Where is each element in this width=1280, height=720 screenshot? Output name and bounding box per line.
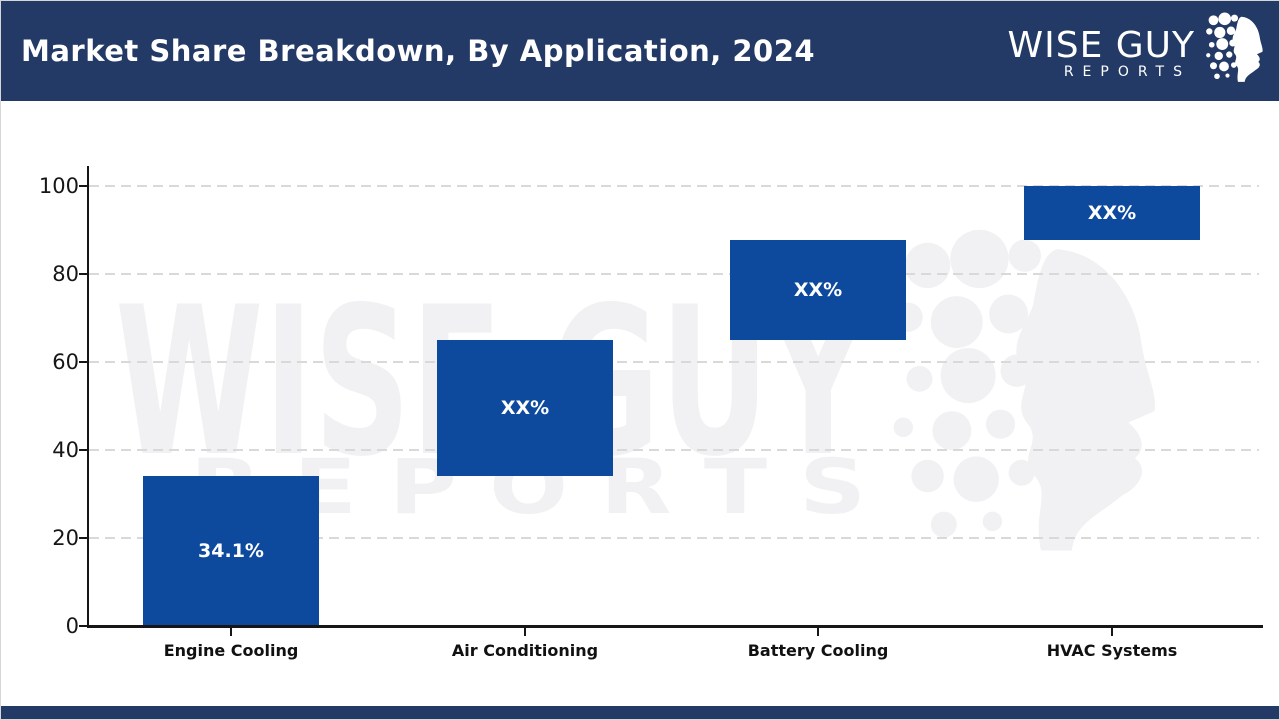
page-title: Market Share Breakdown, By Application, … [21, 34, 816, 68]
logo-face-icon [1206, 12, 1263, 82]
x-axis-line [87, 625, 1263, 628]
x-tickmark [1111, 628, 1113, 636]
x-tickmark [230, 628, 232, 636]
y-axis-line [87, 166, 89, 627]
x-category-label: Air Conditioning [451, 641, 599, 660]
gridline [89, 449, 1259, 451]
gridline [89, 273, 1259, 275]
y-tick-label: 60 [52, 350, 79, 374]
x-category-label: Engine Cooling [163, 641, 299, 660]
gridline [89, 361, 1259, 363]
y-tickmark [79, 185, 87, 187]
gridline [89, 537, 1259, 539]
footer-bar [1, 706, 1279, 719]
bar-value-label: XX% [793, 278, 843, 301]
gridline [89, 185, 1259, 187]
bar-value-label: XX% [500, 396, 550, 419]
y-tickmark [79, 273, 87, 275]
y-tick-label: 100 [38, 174, 79, 198]
x-category-label: Battery Cooling [747, 641, 889, 660]
bar-segment [730, 240, 906, 340]
y-tick-label: 40 [52, 438, 79, 462]
y-tick-label: 20 [52, 526, 79, 550]
y-tickmark [79, 537, 87, 539]
y-tickmark [79, 361, 87, 363]
bar-value-label: XX% [1087, 202, 1137, 225]
bar-segment [437, 339, 613, 476]
brand-logo: WISE GUY REPORTS [1008, 1, 1267, 101]
x-category-label: HVAC Systems [1046, 641, 1178, 660]
x-tickmark [524, 628, 526, 636]
bar-value-label: 34.1% [198, 539, 264, 562]
y-tick-label: 0 [65, 614, 79, 638]
bar-segment [143, 475, 319, 626]
logo-subtext: REPORTS [1063, 64, 1191, 80]
y-tickmark [79, 449, 87, 451]
logo-wordmark: WISE GUY [1007, 25, 1195, 66]
y-tickmark [79, 625, 87, 627]
x-tickmark [817, 628, 819, 636]
y-tick-label: 80 [52, 262, 79, 286]
header-bar: Market Share Breakdown, By Application, … [1, 1, 1279, 101]
